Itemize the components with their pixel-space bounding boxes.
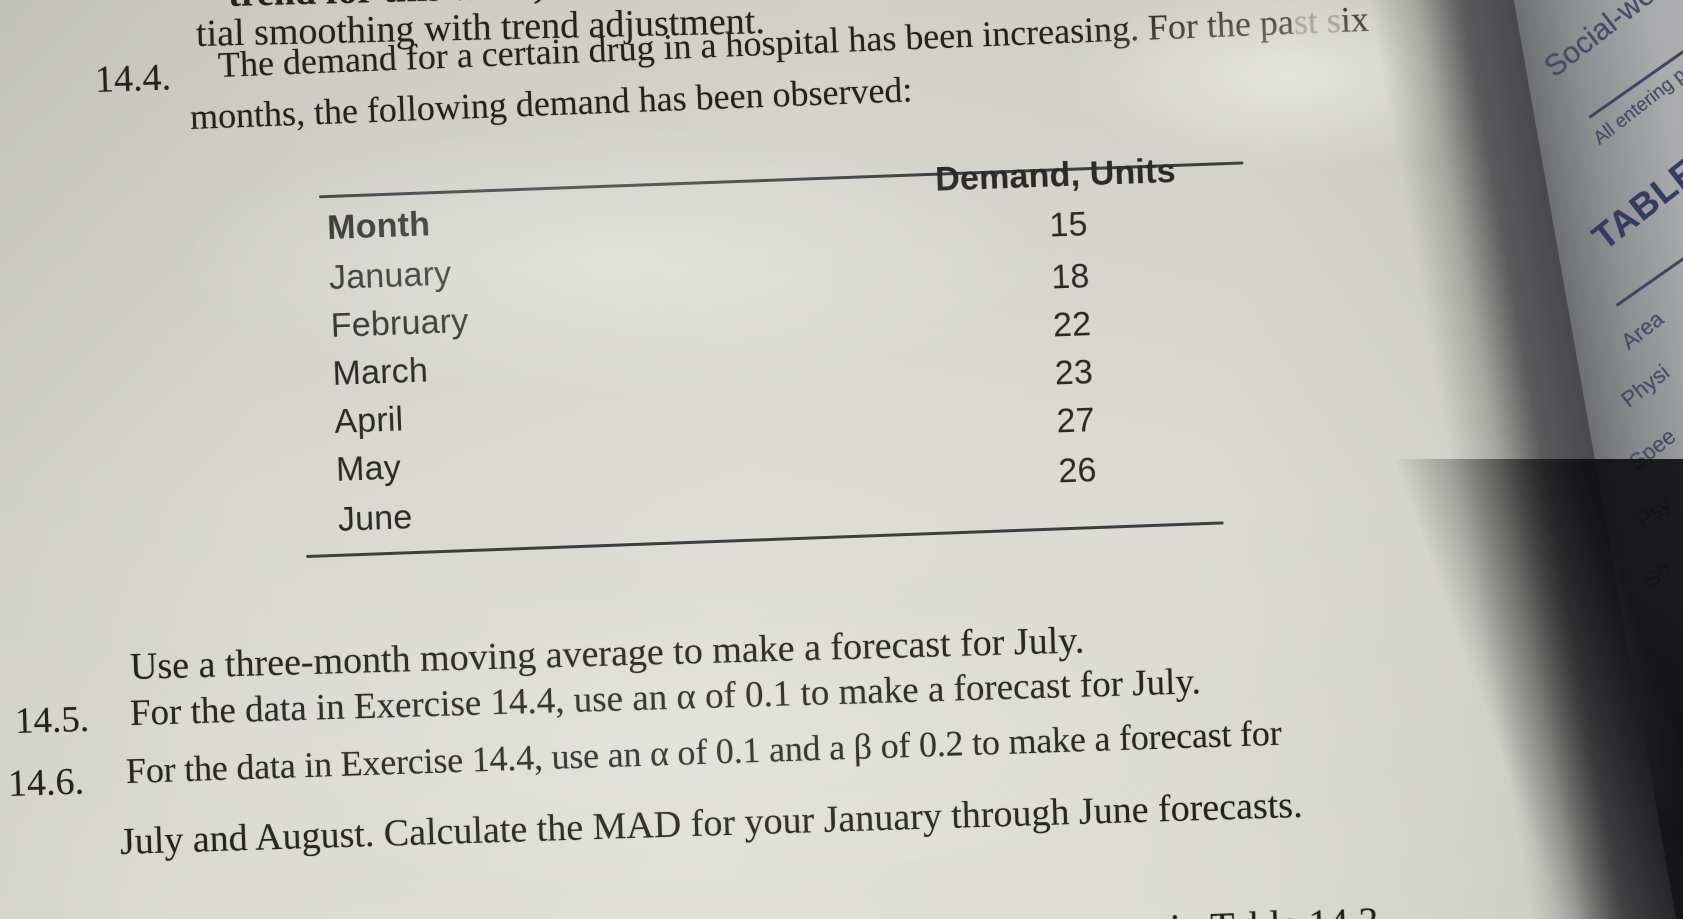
bottom-clipped-line: in Table 14.3 bbox=[1169, 898, 1379, 919]
side-label-entering: All entering pa bbox=[1589, 57, 1683, 150]
table-header-demand: Demand, Units bbox=[934, 151, 1177, 199]
exercise-14-4-number: 14.4. bbox=[94, 56, 172, 101]
side-rule-1 bbox=[1588, 0, 1683, 119]
table-row-month: May bbox=[335, 448, 402, 489]
exercise-14-4-line1-glare: st s bbox=[1292, 0, 1342, 42]
side-label-physi: Physi bbox=[1616, 359, 1675, 413]
side-rule-2 bbox=[1615, 160, 1683, 307]
table-row-demand: 27 bbox=[1055, 401, 1096, 441]
side-label-so: So bbox=[1639, 556, 1676, 593]
exercise-14-4-line1-b: ix bbox=[1339, 0, 1370, 40]
side-label-psy: Psy bbox=[1631, 491, 1676, 534]
table-row-month: March bbox=[331, 351, 429, 393]
table-row-demand: 26 bbox=[1057, 451, 1098, 491]
table-row-month: January bbox=[328, 254, 453, 297]
table-row-demand: 18 bbox=[1050, 257, 1091, 297]
table-row-month: February bbox=[330, 301, 470, 345]
table-bottom-rule bbox=[306, 521, 1224, 559]
table-row-demand: 15 bbox=[1048, 205, 1089, 245]
side-label-spee: Spee bbox=[1624, 423, 1681, 475]
table-row-month: June bbox=[337, 498, 414, 539]
exercise-14-6-number: 14.6. bbox=[7, 760, 85, 805]
table-row-demand: 22 bbox=[1052, 305, 1092, 345]
table-row-month: April bbox=[333, 400, 405, 441]
demand-table: Month Demand, Units January 15 February … bbox=[300, 133, 1274, 578]
exercise-14-5-number: 14.5. bbox=[14, 698, 90, 742]
exercise-14-6-line2: July and August. Calculate the MAD for y… bbox=[119, 783, 1304, 863]
table-row-demand: 23 bbox=[1054, 353, 1094, 393]
table-header-month: Month bbox=[326, 205, 431, 248]
side-label-area: Area bbox=[1616, 305, 1669, 355]
side-label-table: TABLE bbox=[1584, 150, 1683, 258]
side-label-social: Social-wor bbox=[1538, 0, 1669, 84]
